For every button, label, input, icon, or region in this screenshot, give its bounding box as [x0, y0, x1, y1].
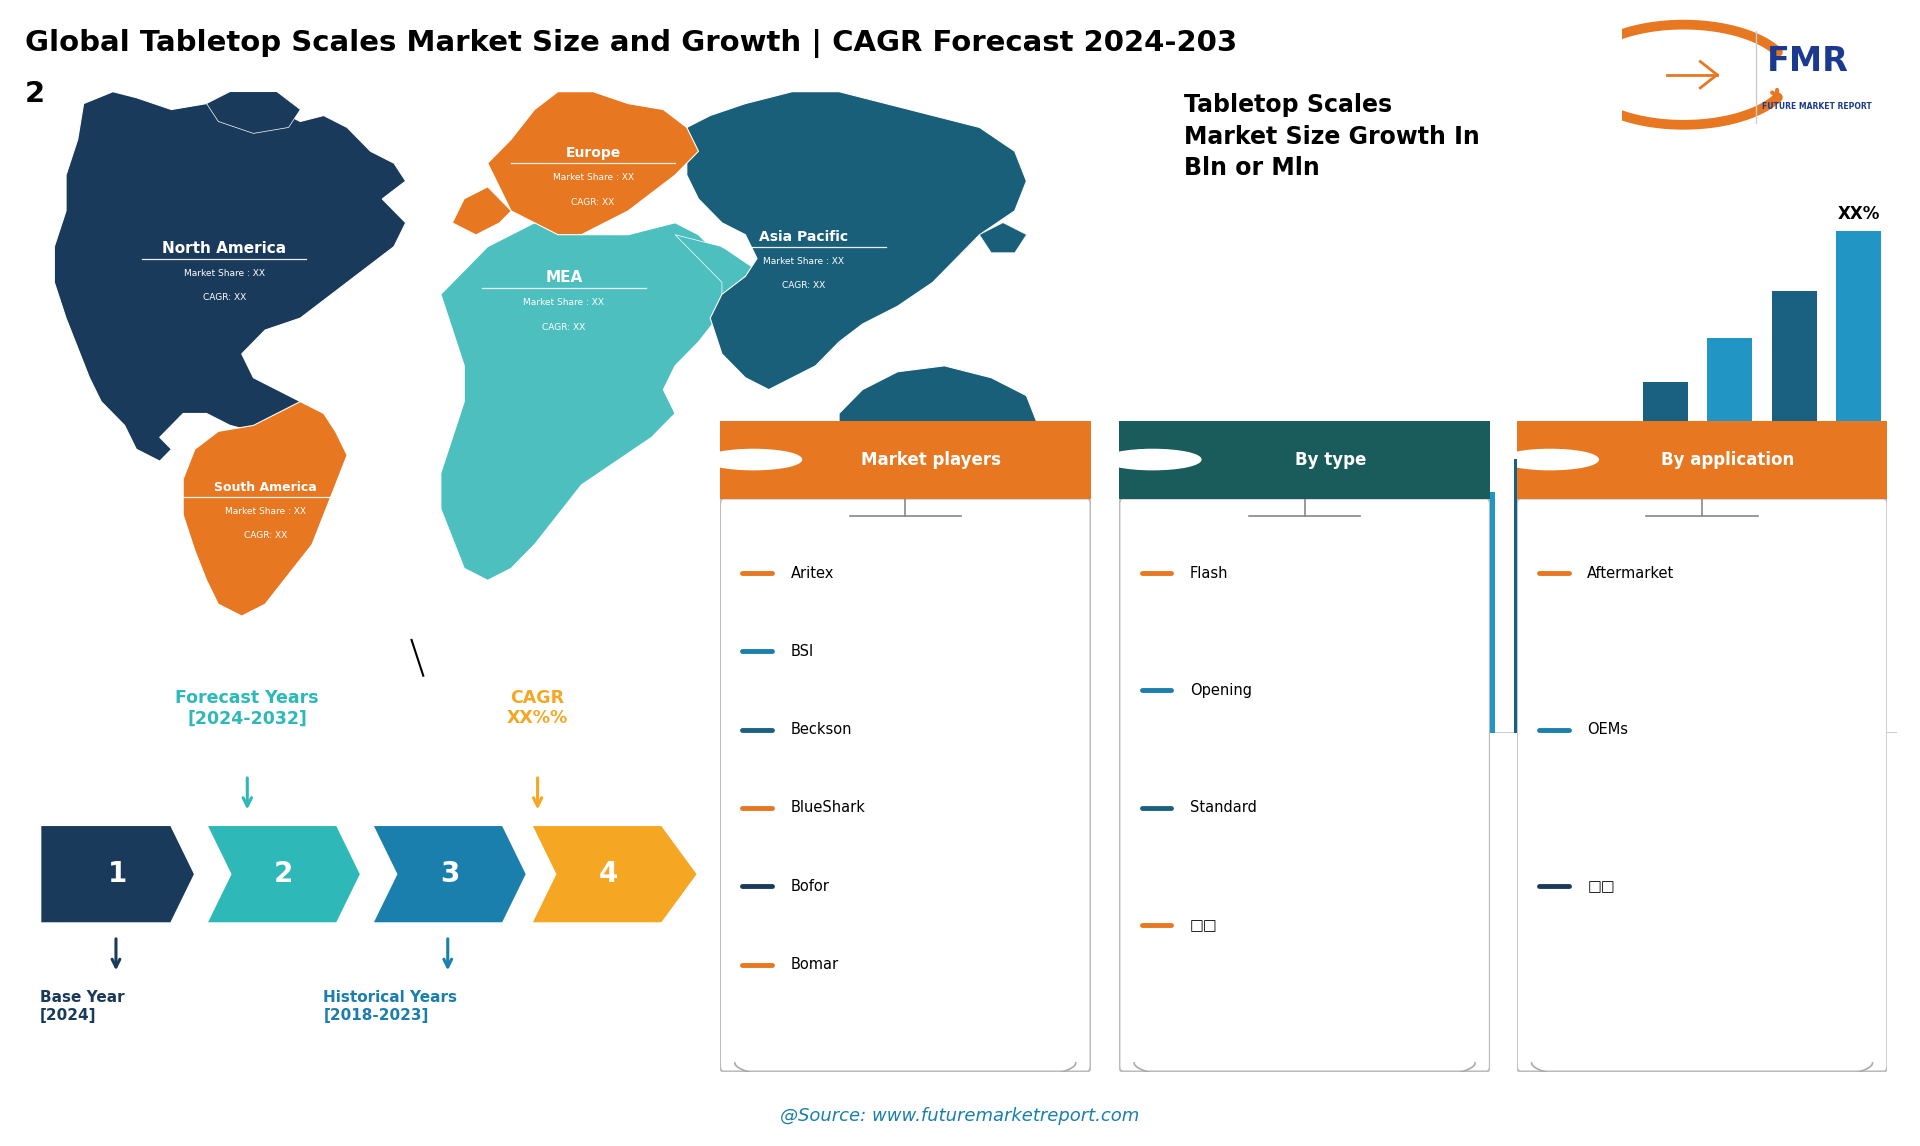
Circle shape [1501, 449, 1597, 470]
Polygon shape [442, 222, 733, 580]
Text: Market Share : XX: Market Share : XX [225, 507, 305, 516]
Text: 2026: 2026 [1457, 751, 1488, 763]
Text: Global Tabletop Scales Market Size and Growth | CAGR Forecast 2024-203: Global Tabletop Scales Market Size and G… [25, 29, 1236, 57]
Text: Forecast Years
[2024-2032]: Forecast Years [2024-2032] [175, 689, 319, 728]
Text: 2: 2 [275, 861, 294, 888]
Text: 2024: 2024 [1329, 751, 1359, 763]
Text: Tabletop Scales
Market Size Growth In
Bln or Mln: Tabletop Scales Market Size Growth In Bl… [1185, 93, 1480, 180]
Bar [1321, 549, 1367, 733]
Text: Market Share : XX: Market Share : XX [524, 298, 605, 307]
Bar [1515, 458, 1559, 733]
Text: CAGR: XX: CAGR: XX [781, 281, 826, 290]
Text: 2: 2 [25, 80, 44, 108]
FancyBboxPatch shape [1096, 419, 1513, 500]
Text: Europe: Europe [566, 147, 620, 160]
Text: 1: 1 [108, 861, 127, 888]
Polygon shape [205, 825, 361, 924]
Text: OEMs: OEMs [1588, 722, 1628, 737]
Text: □□: □□ [1190, 918, 1217, 933]
Text: CAGR
XX%%: CAGR XX%% [507, 689, 568, 728]
Bar [1450, 493, 1496, 733]
Bar [1386, 516, 1430, 733]
Polygon shape [676, 235, 768, 324]
Text: FUTURE MARKET REPORT: FUTURE MARKET REPORT [1763, 102, 1872, 111]
Text: 3: 3 [440, 861, 459, 888]
Text: Aftermarket: Aftermarket [1588, 565, 1674, 581]
Text: @Source: www.futuremarketreport.com: @Source: www.futuremarketreport.com [780, 1107, 1140, 1125]
Polygon shape [530, 825, 699, 924]
Bar [1836, 231, 1882, 733]
Text: 4: 4 [599, 861, 618, 888]
Text: 2028: 2028 [1586, 751, 1617, 763]
Polygon shape [372, 825, 528, 924]
Text: By type: By type [1294, 450, 1367, 469]
Text: Bomar: Bomar [791, 957, 839, 972]
Polygon shape [207, 92, 300, 133]
Text: 2032: 2032 [1843, 751, 1874, 763]
Polygon shape [979, 222, 1027, 252]
Bar [1772, 291, 1816, 733]
Text: BlueShark: BlueShark [791, 800, 866, 816]
FancyBboxPatch shape [720, 499, 1091, 1072]
FancyBboxPatch shape [1494, 419, 1910, 500]
Polygon shape [182, 401, 348, 617]
Bar [1578, 422, 1624, 733]
Text: Market Share : XX: Market Share : XX [184, 268, 265, 277]
Text: CAGR: XX: CAGR: XX [572, 198, 614, 206]
Text: CAGR: XX: CAGR: XX [244, 532, 286, 541]
Polygon shape [839, 366, 1039, 479]
Text: South America: South America [213, 481, 317, 494]
Circle shape [705, 449, 801, 470]
Text: MEA: MEA [545, 270, 582, 285]
Text: 2027: 2027 [1523, 751, 1551, 763]
Text: Market Share : XX: Market Share : XX [553, 173, 634, 182]
Text: Asia Pacific: Asia Pacific [758, 229, 849, 244]
Text: XX%: XX% [1837, 205, 1880, 222]
Text: North America: North America [161, 241, 286, 256]
Text: Aritex: Aritex [791, 565, 833, 581]
Polygon shape [40, 825, 196, 924]
Text: Historical Years
[2018-2023]: Historical Years [2018-2023] [323, 990, 457, 1023]
Text: 2022: 2022 [1200, 751, 1231, 763]
Circle shape [1104, 449, 1200, 470]
Polygon shape [488, 92, 699, 235]
Text: 2025: 2025 [1394, 751, 1423, 763]
Text: BSI: BSI [791, 644, 814, 659]
FancyBboxPatch shape [1517, 499, 1887, 1072]
Text: By application: By application [1661, 450, 1795, 469]
Bar [1644, 382, 1688, 733]
Text: Beckson: Beckson [791, 722, 852, 737]
Text: CAGR: XX: CAGR: XX [202, 293, 246, 303]
Text: 2031: 2031 [1780, 751, 1809, 763]
Text: Standard: Standard [1190, 800, 1258, 816]
Text: Bofor: Bofor [791, 879, 829, 894]
Text: CAGR: XX: CAGR: XX [541, 323, 586, 332]
Text: Flash: Flash [1190, 565, 1229, 581]
FancyBboxPatch shape [1119, 499, 1490, 1072]
Bar [1707, 338, 1753, 733]
Text: Market players: Market players [862, 450, 1000, 469]
Text: FMR: FMR [1766, 45, 1849, 78]
Text: 2030: 2030 [1715, 751, 1745, 763]
Text: Opening: Opening [1190, 683, 1252, 698]
Polygon shape [54, 92, 405, 461]
Text: Market Share : XX: Market Share : XX [764, 257, 845, 266]
Text: 2023: 2023 [1265, 751, 1294, 763]
Polygon shape [453, 187, 511, 235]
Text: Base Year
[2024]: Base Year [2024] [40, 990, 125, 1023]
Text: □□: □□ [1588, 879, 1615, 894]
Text: XX%: XX% [1325, 526, 1363, 541]
Bar [1192, 633, 1238, 733]
Polygon shape [687, 92, 1027, 390]
Text: 2029: 2029 [1651, 751, 1680, 763]
FancyBboxPatch shape [697, 419, 1114, 500]
Bar [1258, 592, 1302, 733]
